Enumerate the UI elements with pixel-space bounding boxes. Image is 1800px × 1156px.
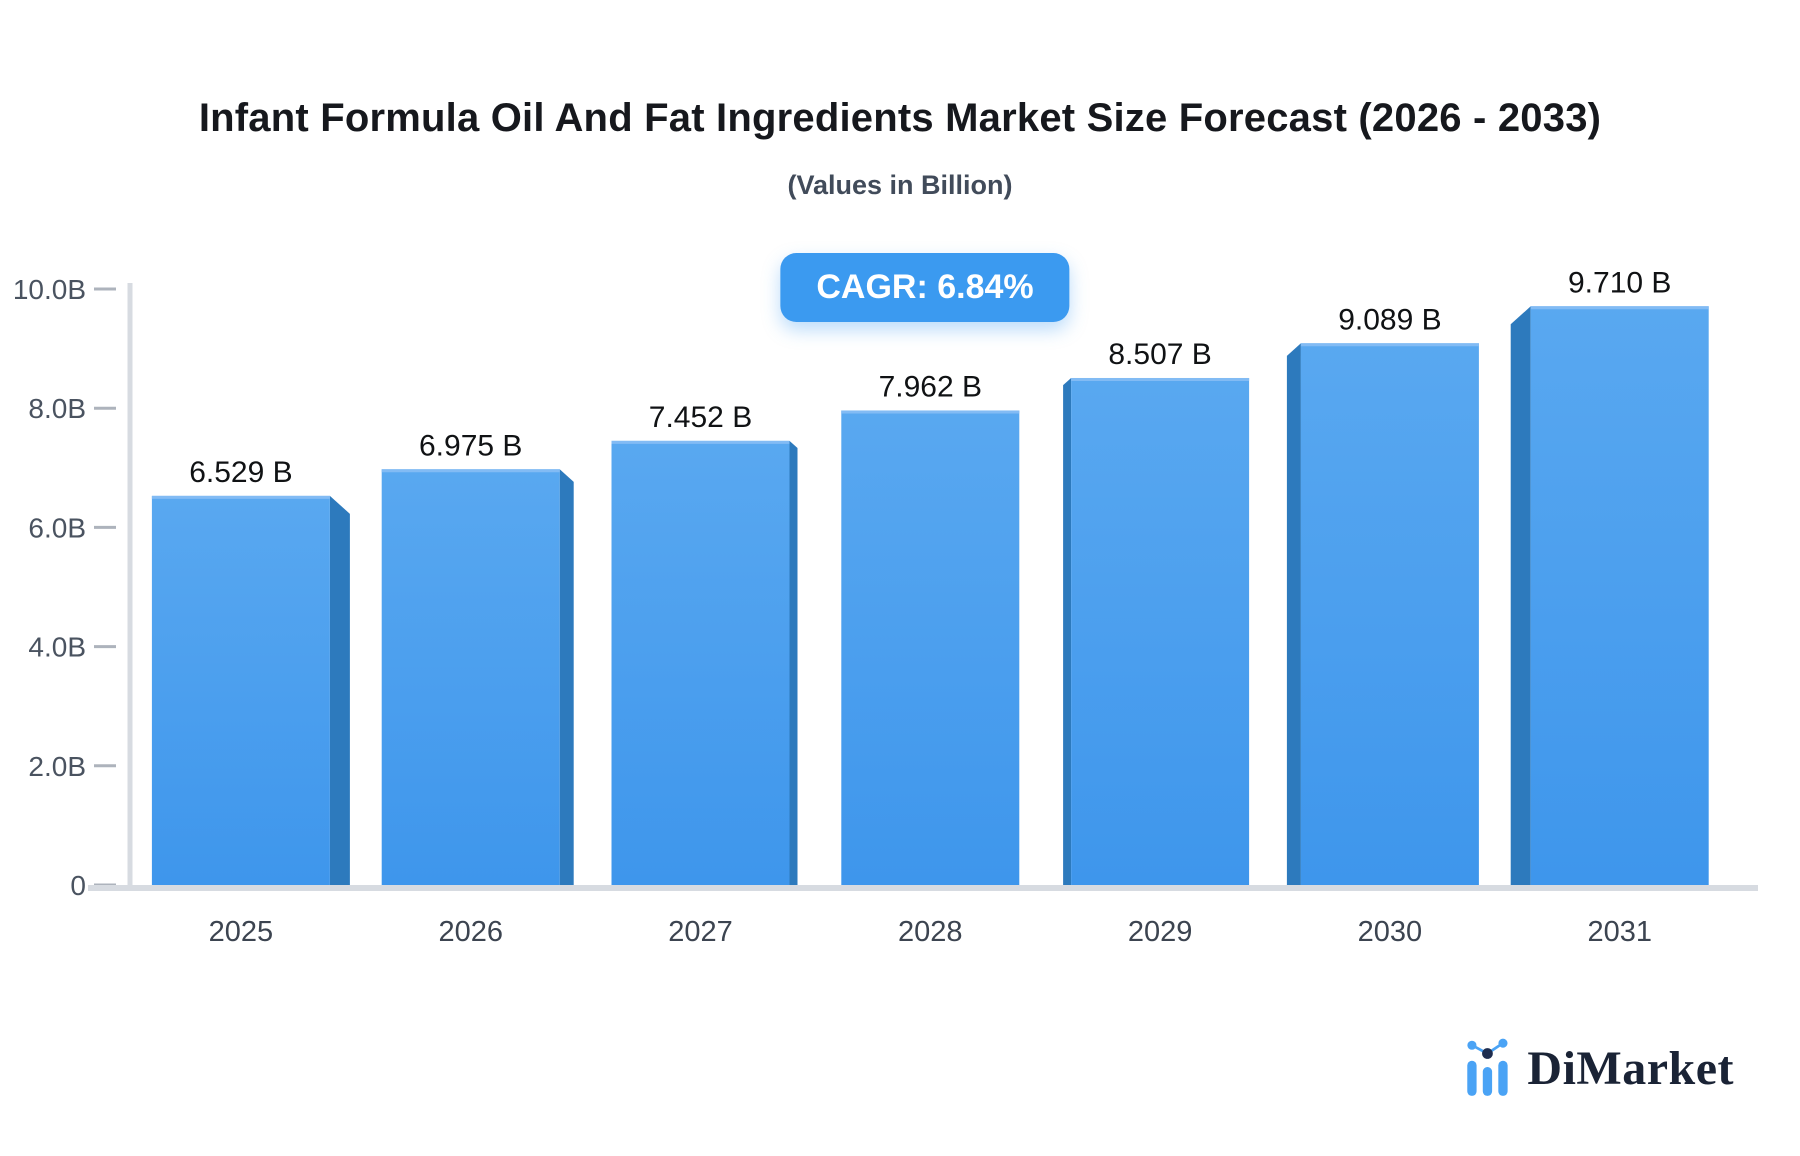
bar-2029[interactable]: [1071, 377, 1250, 885]
chart-subtitle: (Values in Billion): [787, 170, 1013, 200]
bar-value-label-2025: 6.529 B: [189, 456, 292, 489]
x-tick-label-2030: 2030: [1358, 916, 1423, 948]
bar-value-label-2030: 9.089 B: [1338, 303, 1441, 336]
bar-value-label-2026: 6.975 B: [419, 429, 522, 462]
y-tick-label-0: 0: [70, 870, 86, 901]
brand-watermark: DiMarket: [1465, 1038, 1734, 1098]
x-tick-label-2025: 2025: [209, 916, 274, 948]
y-tick-label-4.0B: 4.0B: [28, 632, 86, 663]
bar-2030[interactable]: [1300, 343, 1479, 885]
y-tick-label-2.0B: 2.0B: [28, 751, 86, 782]
y-tick-label-6.0B: 6.0B: [28, 512, 86, 543]
x-tick-label-2028: 2028: [898, 916, 963, 948]
x-tick-label-2027: 2027: [668, 916, 733, 948]
dimarket-logo-icon: [1467, 1038, 1509, 1096]
x-tick-label-2029: 2029: [1128, 916, 1193, 948]
y-tick-label-8.0B: 8.0B: [28, 393, 86, 424]
bar-value-label-2028: 7.962 B: [879, 370, 982, 403]
bar-side-2029: [1063, 377, 1072, 885]
bar-side-2025: [329, 495, 350, 885]
bar-2031[interactable]: [1530, 306, 1709, 885]
bar-2025[interactable]: [151, 495, 330, 885]
bar-2028[interactable]: [841, 410, 1020, 885]
bar-side-2026: [559, 469, 574, 885]
y-tick-label-10.0B: 10.0B: [13, 274, 86, 305]
bar-value-label-2027: 7.452 B: [649, 401, 752, 434]
chart-title: Infant Formula Oil And Fat Ingredients M…: [198, 96, 1602, 140]
bar-value-label-2029: 8.507 B: [1108, 338, 1211, 371]
brand-name: DiMarket: [1527, 1041, 1734, 1095]
bar-side-2031: [1510, 306, 1531, 885]
bar-2027[interactable]: [611, 440, 790, 885]
bar-side-2027: [789, 440, 798, 885]
cagr-badge: CAGR: 6.84%: [780, 253, 1070, 322]
x-tick-label-2031: 2031: [1587, 916, 1652, 948]
bar-side-2030: [1286, 343, 1301, 885]
bar-value-label-2031: 9.710 B: [1568, 266, 1671, 299]
x-tick-label-2026: 2026: [438, 916, 503, 948]
bar-2026[interactable]: [381, 469, 560, 885]
